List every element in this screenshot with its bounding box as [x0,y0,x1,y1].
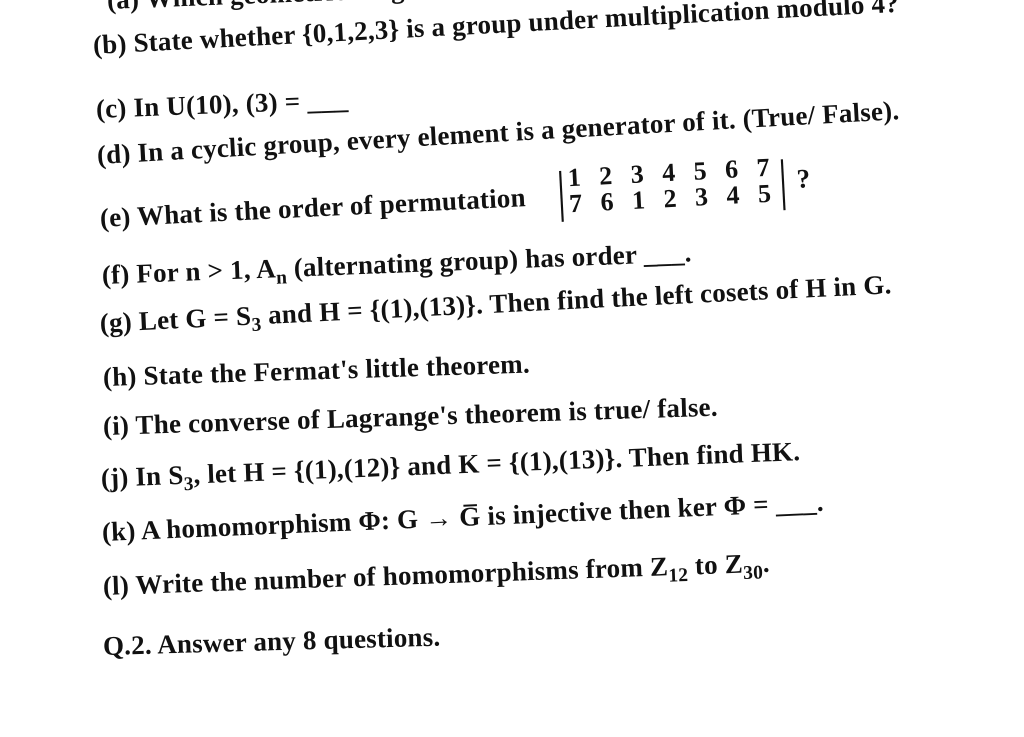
item-j: (j) In S3, let H = {(1),(12)} and K = {(… [100,436,801,499]
text-q2: Q.2. Answer any 8 questions. [103,622,441,661]
item-a: (a) Which geometrical figur [106,0,432,16]
text-j1: (j) In S [100,460,184,493]
text-e-q: ? [796,163,811,194]
text-c: (c) In U(10), (3) = ___ [95,84,348,124]
item-h: (h) State the Fermat's little theorem. [103,349,531,393]
text-l1-s2: 30 [743,562,764,584]
page: (a) Which geometrical figur (b) State wh… [0,0,1024,737]
text-l1-end: . [762,548,770,578]
text-l1: (l) Write the number of homomorphisms fr… [102,551,668,601]
text-h: (h) State the Fermat's little theorem. [103,349,531,392]
item-c: (c) In U(10), (3) = ___ [95,84,348,125]
matrix-right-bracket: | [779,154,789,206]
text-a: (a) Which geometrical figur [106,0,432,15]
matrix-left-bracket: | [556,166,566,218]
text-k1: (k) A homomorphism Φ: G → G̅ is injectiv… [101,487,824,547]
text-l1-s1: 12 [668,565,689,587]
text-g1: (g) Let G = S [99,301,252,338]
text-f-rest: (alternating group) has order ___. [286,237,692,283]
text-i: (i) The converse of Lagrange's theorem i… [103,392,719,441]
text-j1-mid: , let H = {(1),(12)} and K = {(1),(13)}.… [193,436,801,489]
item-q2: Q.2. Answer any 8 questions. [103,622,441,662]
item-e-matrix: | 1 2 3 4 5 6 7 7 6 1 2 3 4 5 | ? [554,153,812,218]
item-l: (l) Write the number of homomorphisms fr… [102,548,770,608]
text-l1-mid: to Z [687,549,743,581]
item-k: (k) A homomorphism Φ: G → G̅ is injectiv… [101,487,824,548]
text-f: (f) For n > 1, A [101,253,276,290]
item-e-label: (e) What is the order of permutation [99,182,526,234]
item-i: (i) The converse of Lagrange's theorem i… [103,392,719,442]
text-e1: (e) What is the order of permutation [99,182,526,233]
